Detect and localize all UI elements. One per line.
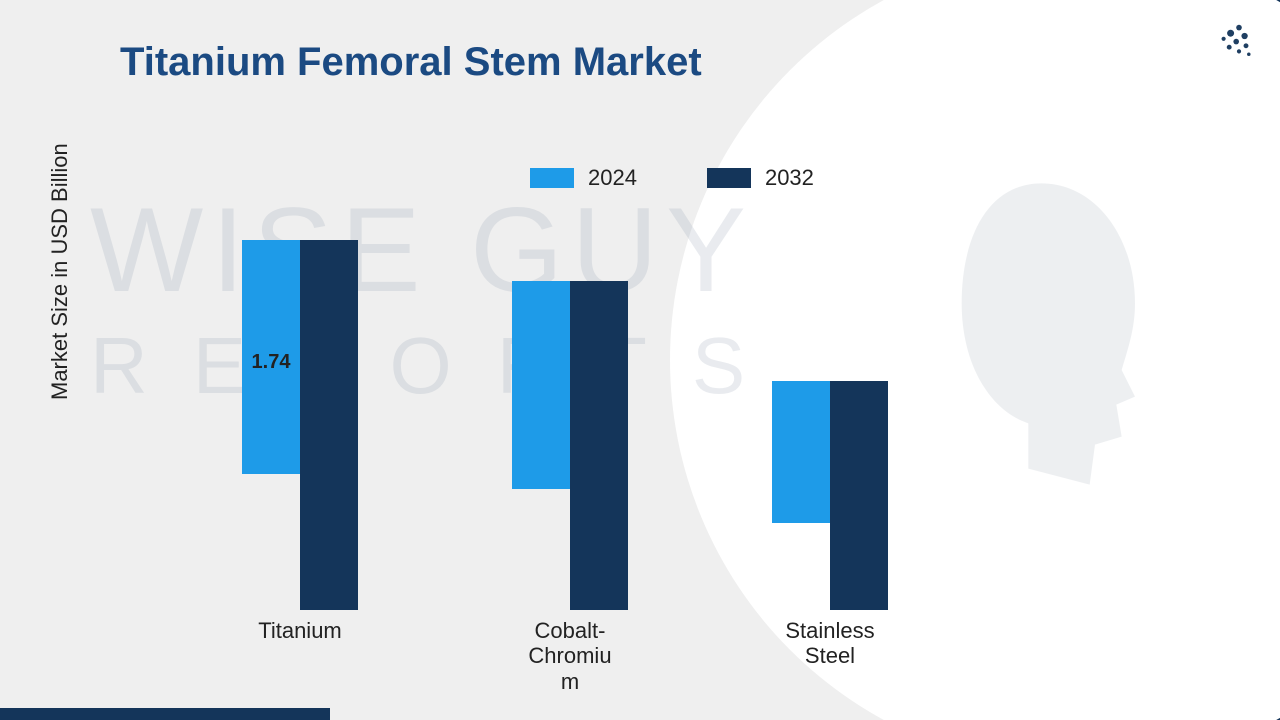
legend-label-2032: 2032: [765, 165, 814, 191]
legend-swatch-2024: [530, 168, 574, 188]
brand-logo: WISE GUY REPORTS: [980, 20, 1260, 79]
x-axis-label: Stainless Steel: [730, 610, 930, 669]
bar-group: Cobalt- Chromiu m: [470, 281, 670, 610]
bottom-accent-bar: [0, 708, 330, 720]
legend-swatch-2032: [707, 168, 751, 188]
bar: [512, 281, 570, 489]
bar-wrap: 1.74: [242, 240, 300, 610]
bar-group: Stainless Steel: [730, 381, 930, 610]
logo-head-icon: [1190, 14, 1260, 100]
legend: 2024 2032: [530, 165, 814, 191]
plot-area: 1.74TitaniumCobalt- Chromiu mStainless S…: [140, 220, 920, 610]
brand-panel: [965, 0, 1280, 720]
bar-value-label: 1.74: [242, 351, 300, 374]
bar: [830, 381, 888, 610]
logo-main-text: WISE GUY: [980, 20, 1184, 56]
bar: [772, 381, 830, 522]
bar-wrap: [570, 281, 628, 610]
legend-label-2024: 2024: [588, 165, 637, 191]
bar-group: 1.74Titanium: [200, 240, 400, 610]
legend-item-2032: 2032: [707, 165, 814, 191]
chart-canvas: WISE GUY REPORTS WISE GUY REPORTS Tita: [0, 0, 1280, 720]
logo-sub-text: REPORTS: [980, 58, 1184, 79]
chart-title: Titanium Femoral Stem Market: [120, 40, 702, 85]
y-axis-label: Market Size in USD Billion: [47, 143, 73, 400]
x-axis-label: Cobalt- Chromiu m: [470, 610, 670, 694]
bar: [570, 281, 628, 610]
bar: [300, 240, 358, 610]
legend-item-2024: 2024: [530, 165, 637, 191]
bar-wrap: [830, 381, 888, 610]
bar-wrap: [772, 381, 830, 610]
bar-wrap: [300, 240, 358, 610]
x-axis-label: Titanium: [200, 610, 400, 643]
bar-wrap: [512, 281, 570, 610]
